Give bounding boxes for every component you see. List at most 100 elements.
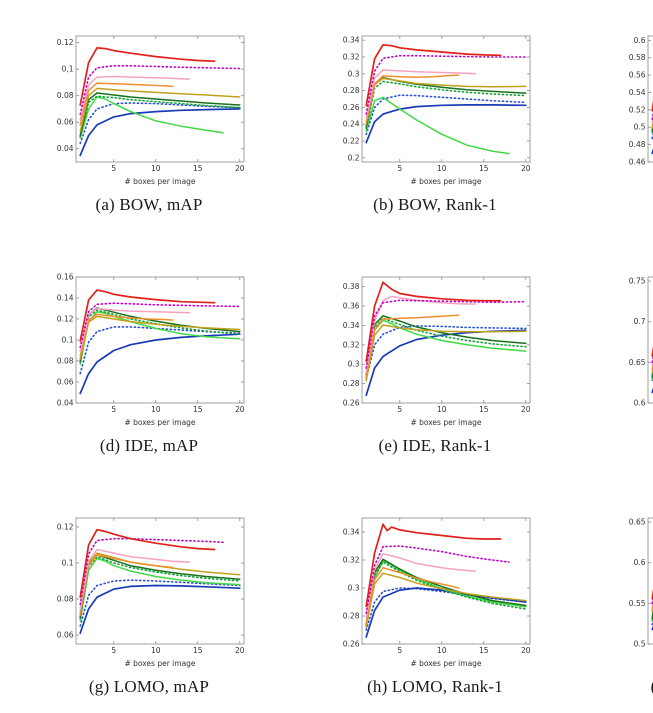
svg-text:0.3: 0.3 xyxy=(348,69,360,78)
svg-text:0.24: 0.24 xyxy=(343,120,360,129)
svg-text:15: 15 xyxy=(479,164,489,173)
svg-text:0.7: 0.7 xyxy=(634,317,646,326)
subplot-h-chart: 5 10 15 20 0.26 0.28 0.3 0.32 0.34 # boxes per im… xyxy=(343,517,531,668)
svg-text:10: 10 xyxy=(151,164,161,173)
svg-text:0.65: 0.65 xyxy=(629,358,646,367)
subplot-a-chart: 5 10 15 20 0.04 0.06 0.08 0,1 0.12 # boxes per im… xyxy=(57,35,245,186)
subplot-d-caption: (d) IDE, mAP xyxy=(99,436,199,455)
svg-text:0.48: 0.48 xyxy=(629,140,646,149)
svg-text:0.38: 0.38 xyxy=(343,282,360,291)
svg-text:10: 10 xyxy=(151,405,161,414)
svg-text:0.06: 0.06 xyxy=(57,378,74,387)
svg-text:0.34: 0.34 xyxy=(343,528,360,537)
svg-text:5: 5 xyxy=(111,646,116,655)
svg-text:0.26: 0.26 xyxy=(343,103,360,112)
svg-text:5: 5 xyxy=(397,405,402,414)
svg-text:0.28: 0.28 xyxy=(343,379,360,388)
subplot-e-caption: (e) IDE, Rank-1 xyxy=(378,436,492,455)
svg-text:20: 20 xyxy=(235,646,245,655)
svg-text:0.34: 0.34 xyxy=(343,321,360,330)
svg-text:20: 20 xyxy=(235,164,245,173)
svg-text:0.16: 0.16 xyxy=(57,273,74,282)
svg-text:0.28: 0.28 xyxy=(343,86,360,95)
svg-text:0.08: 0.08 xyxy=(57,595,74,604)
svg-text:0.32: 0.32 xyxy=(343,53,360,62)
svg-text:20: 20 xyxy=(521,405,531,414)
svg-text:0.46: 0.46 xyxy=(629,158,646,167)
svg-text:0.32: 0.32 xyxy=(343,340,360,349)
svg-text:10: 10 xyxy=(437,405,447,414)
svg-text:0.5: 0.5 xyxy=(634,640,646,649)
svg-text:0.65: 0.65 xyxy=(629,518,646,527)
subplot-h-caption: (h) LOMO, Rank-1 xyxy=(367,677,503,696)
svg-text:0.26: 0.26 xyxy=(343,399,360,408)
svg-text:0.6: 0.6 xyxy=(634,558,646,567)
svg-text:# boxes per image: # boxes per image xyxy=(124,659,195,668)
subplot-g: 5 10 15 20 0.06 0.08 0.1 0.12 # boxes per image … xyxy=(46,510,252,697)
svg-text:# boxes per image: # boxes per image xyxy=(410,418,481,427)
svg-text:0.2: 0.2 xyxy=(348,153,360,162)
subplot-e: 5 10 15 20 0.26 0.28 0.3 0.32 0.34 0.36 0.38 # boxe… xyxy=(332,269,538,456)
svg-text:0,1: 0,1 xyxy=(62,65,74,74)
svg-text:5: 5 xyxy=(111,405,116,414)
svg-text:0.12: 0.12 xyxy=(57,315,74,324)
svg-text:0.32: 0.32 xyxy=(343,556,360,565)
svg-text:5: 5 xyxy=(397,646,402,655)
svg-text:0.56: 0.56 xyxy=(629,71,646,80)
svg-text:0.58: 0.58 xyxy=(629,53,646,62)
svg-text:0.3: 0.3 xyxy=(348,584,360,593)
svg-text:0.12: 0.12 xyxy=(57,38,74,47)
svg-text:0.36: 0.36 xyxy=(343,302,360,311)
svg-text:15: 15 xyxy=(193,646,203,655)
svg-text:0.08: 0.08 xyxy=(57,357,74,366)
svg-text:20: 20 xyxy=(235,405,245,414)
svg-text:5: 5 xyxy=(397,164,402,173)
svg-text:# boxes per image: # boxes per image xyxy=(124,177,195,186)
svg-text:0.26: 0.26 xyxy=(343,640,360,649)
svg-text:0.04: 0.04 xyxy=(57,399,74,408)
subplot-b-caption: (b) BOW, Rank-1 xyxy=(373,195,497,214)
svg-text:0.06: 0.06 xyxy=(57,631,74,640)
svg-text:20: 20 xyxy=(521,646,531,655)
subplot-b: 5 10 15 20 0.2 0.22 0.24 0.26 0.28 0.3 0.32 0.34 # b… xyxy=(332,28,538,215)
svg-text:15: 15 xyxy=(479,646,489,655)
svg-text:0.1: 0.1 xyxy=(62,559,74,568)
svg-text:0.55: 0.55 xyxy=(629,599,646,608)
subplot-a: 5 10 15 20 0.04 0.06 0.08 0,1 0.12 # boxes per im… xyxy=(46,28,252,215)
subplot-h: 5 10 15 20 0.26 0.28 0.3 0.32 0.34 # boxes per im… xyxy=(332,510,538,697)
subplot-g-caption: (g) LOMO, mAP xyxy=(88,677,210,696)
svg-text:0.28: 0.28 xyxy=(343,612,360,621)
svg-text:0.6: 0.6 xyxy=(634,36,646,45)
svg-text:0.1: 0.1 xyxy=(62,336,74,345)
svg-text:0.5: 0.5 xyxy=(634,123,646,132)
subplot-d-chart: 5 10 15 20 0.04 0.06 0.08 0.1 0.12 0.14 0.16 # boxe… xyxy=(57,273,245,428)
svg-text:0.3: 0.3 xyxy=(348,360,360,369)
svg-text:# boxes per image: # boxes per image xyxy=(410,659,481,668)
svg-text:10: 10 xyxy=(437,164,447,173)
svg-text:0.22: 0.22 xyxy=(343,137,360,146)
svg-text:10: 10 xyxy=(151,646,161,655)
subplot-g-chart: 5 10 15 20 0.06 0.08 0.1 0.12 # boxes per image xyxy=(57,517,245,668)
svg-text:0.14: 0.14 xyxy=(57,294,74,303)
svg-text:0.06: 0.06 xyxy=(57,118,74,127)
svg-text:0.52: 0.52 xyxy=(629,105,646,114)
svg-text:# boxes per image: # boxes per image xyxy=(410,177,481,186)
svg-text:# boxes per image: # boxes per image xyxy=(124,418,195,427)
svg-text:5: 5 xyxy=(111,164,116,173)
svg-text:0.75: 0.75 xyxy=(629,277,646,286)
svg-text:0.6: 0.6 xyxy=(634,399,646,408)
svg-text:15: 15 xyxy=(193,405,203,414)
svg-text:0.34: 0.34 xyxy=(343,36,360,45)
subplot-b-chart: 5 10 15 20 0.2 0.22 0.24 0.26 0.28 0.3 0.32 0.34 # b… xyxy=(343,35,531,186)
svg-text:10: 10 xyxy=(437,646,447,655)
subplot-e-chart: 5 10 15 20 0.26 0.28 0.3 0.32 0.34 0.36 0.38 # boxe… xyxy=(343,276,531,427)
svg-text:0.08: 0.08 xyxy=(57,91,74,100)
svg-text:15: 15 xyxy=(193,164,203,173)
